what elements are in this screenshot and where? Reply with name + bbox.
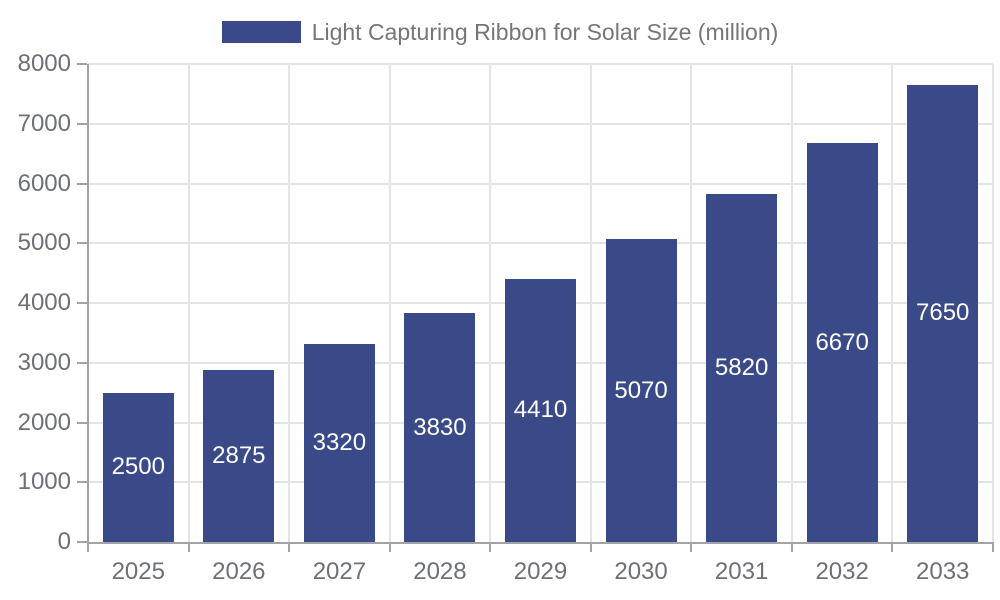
bar-2028: 3830 xyxy=(404,313,476,542)
x-axis-tick xyxy=(489,542,492,552)
bar-value-label: 2500 xyxy=(111,453,165,481)
grid-line-vertical xyxy=(589,64,592,542)
y-axis-tick xyxy=(77,361,87,364)
y-axis-tick xyxy=(77,481,87,484)
y-tick-label: 0 xyxy=(57,528,71,555)
y-tick-label: 7000 xyxy=(17,109,71,137)
x-tick-label: 2033 xyxy=(916,558,970,585)
grid-line-horizontal xyxy=(88,242,993,245)
legend-item[interactable]: Light Capturing Ribbon for Solar Size (m… xyxy=(0,18,1000,46)
grid-line-vertical xyxy=(489,64,492,542)
x-tick-label: 2030 xyxy=(614,558,668,585)
bar-value-label: 5070 xyxy=(614,376,668,404)
x-axis-tick xyxy=(891,542,894,552)
legend-swatch xyxy=(221,21,301,43)
bar-value-label: 6670 xyxy=(815,328,869,356)
x-axis-tick xyxy=(288,542,291,552)
x-tick-label: 2031 xyxy=(714,558,769,585)
x-tick-label: 2032 xyxy=(815,558,869,585)
grid-line-vertical xyxy=(388,64,391,542)
y-tick-label: 1000 xyxy=(17,468,71,496)
y-tick-label: 3000 xyxy=(17,348,71,376)
x-tick-label: 2028 xyxy=(413,558,467,585)
bar-2032: 6670 xyxy=(806,143,878,542)
y-axis-tick xyxy=(77,541,87,543)
x-axis-tick xyxy=(87,542,89,552)
y-tick-label: 8000 xyxy=(17,50,71,77)
y-axis-tick xyxy=(77,182,87,185)
x-tick-label: 2026 xyxy=(212,558,266,585)
bar-value-label: 3830 xyxy=(413,413,467,441)
bar-value-label: 3320 xyxy=(312,428,367,456)
y-tick-label: 2000 xyxy=(17,408,71,436)
grid-line-vertical xyxy=(790,64,793,542)
x-axis-line xyxy=(88,542,994,544)
y-tick-label: 6000 xyxy=(17,169,71,197)
y-axis-tick xyxy=(77,242,87,245)
bar-value-label: 7650 xyxy=(916,299,970,327)
bar-2026: 2875 xyxy=(203,370,275,542)
x-tick-label: 2027 xyxy=(312,558,367,585)
x-tick-label: 2029 xyxy=(513,558,568,585)
legend-label: Light Capturing Ribbon for Solar Size (m… xyxy=(311,19,779,45)
grid-line-horizontal xyxy=(88,63,993,65)
bar-2029: 4410 xyxy=(505,278,576,542)
grid-line-vertical xyxy=(891,64,894,542)
bar-value-label: 4410 xyxy=(513,396,568,424)
x-axis-tick xyxy=(790,542,793,552)
y-tick-label: 4000 xyxy=(17,289,71,316)
x-axis-tick xyxy=(589,542,592,552)
x-tick-label: 2025 xyxy=(111,558,165,585)
y-axis-tick xyxy=(77,302,87,304)
grid-line-vertical xyxy=(690,64,693,542)
bar-2033: 7650 xyxy=(907,84,979,542)
x-axis-tick xyxy=(388,542,391,552)
x-axis-tick xyxy=(187,542,190,552)
plot-area: 0 1000 2000 3000 4000 5000 6000 7000 8000 2500 202… xyxy=(18,50,994,585)
grid-line-vertical xyxy=(187,64,190,542)
bar-value-label: 2875 xyxy=(212,442,266,470)
bar-2030: 5070 xyxy=(605,239,677,542)
x-axis-tick xyxy=(690,542,693,552)
grid-line-vertical xyxy=(992,64,994,542)
y-axis-tick xyxy=(77,63,87,65)
bar-value-label: 5820 xyxy=(714,354,769,382)
y-axis-tick xyxy=(77,122,87,125)
y-tick-label: 5000 xyxy=(17,229,71,257)
grid-line-horizontal xyxy=(88,122,993,125)
bar-2027: 3320 xyxy=(303,343,375,542)
bar-2031: 5820 xyxy=(706,194,778,542)
x-axis-tick xyxy=(992,542,994,552)
y-axis-line xyxy=(87,64,89,552)
grid-line-vertical xyxy=(288,64,291,542)
bar-2025: 2500 xyxy=(102,392,174,542)
grid-line-horizontal xyxy=(88,182,993,185)
y-axis-tick xyxy=(77,421,87,424)
